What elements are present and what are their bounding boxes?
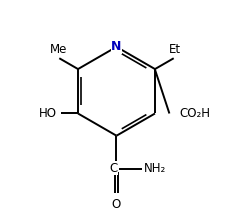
Text: Me: Me <box>50 43 67 57</box>
Text: O: O <box>112 198 121 211</box>
Text: HO: HO <box>38 107 56 120</box>
Text: NH₂: NH₂ <box>144 162 166 175</box>
Text: C: C <box>109 162 117 175</box>
Text: Et: Et <box>169 43 181 57</box>
Text: CO₂H: CO₂H <box>179 107 210 120</box>
Text: N: N <box>111 40 122 53</box>
